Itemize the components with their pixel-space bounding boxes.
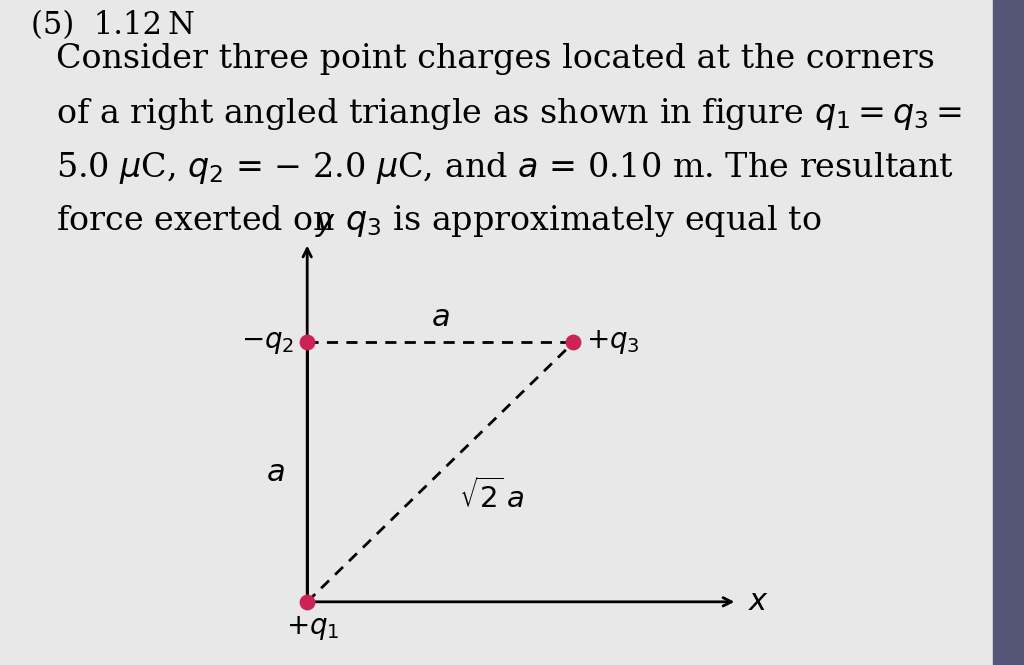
Point [565,337,582,348]
Text: 5.0 $\mu$C, $q_2$ = − 2.0 $\mu$C, and $a$ = 0.10 m. The resultant: 5.0 $\mu$C, $q_2$ = − 2.0 $\mu$C, and $a… [56,150,954,186]
Text: $a$: $a$ [431,302,450,333]
Text: $-q_2$: $-q_2$ [241,329,294,356]
Text: $+q_3$: $+q_3$ [587,329,640,356]
Text: $a$: $a$ [266,457,285,487]
Point [299,597,315,607]
Text: (5)  1.12 N: (5) 1.12 N [31,10,195,41]
Text: $\sqrt{2}\,a$: $\sqrt{2}\,a$ [459,478,524,514]
Text: $x$: $x$ [748,587,769,617]
Text: Consider three point charges located at the corners: Consider three point charges located at … [56,43,935,75]
Text: $+q_1$: $+q_1$ [286,614,339,642]
Text: $y$: $y$ [315,208,337,239]
Text: force exerted on $q_3$ is approximately equal to: force exerted on $q_3$ is approximately … [56,203,822,239]
Point [299,337,315,348]
Bar [993,0,1024,665]
Text: of a right angled triangle as shown in figure $q_1 = q_3 =$: of a right angled triangle as shown in f… [56,96,963,132]
